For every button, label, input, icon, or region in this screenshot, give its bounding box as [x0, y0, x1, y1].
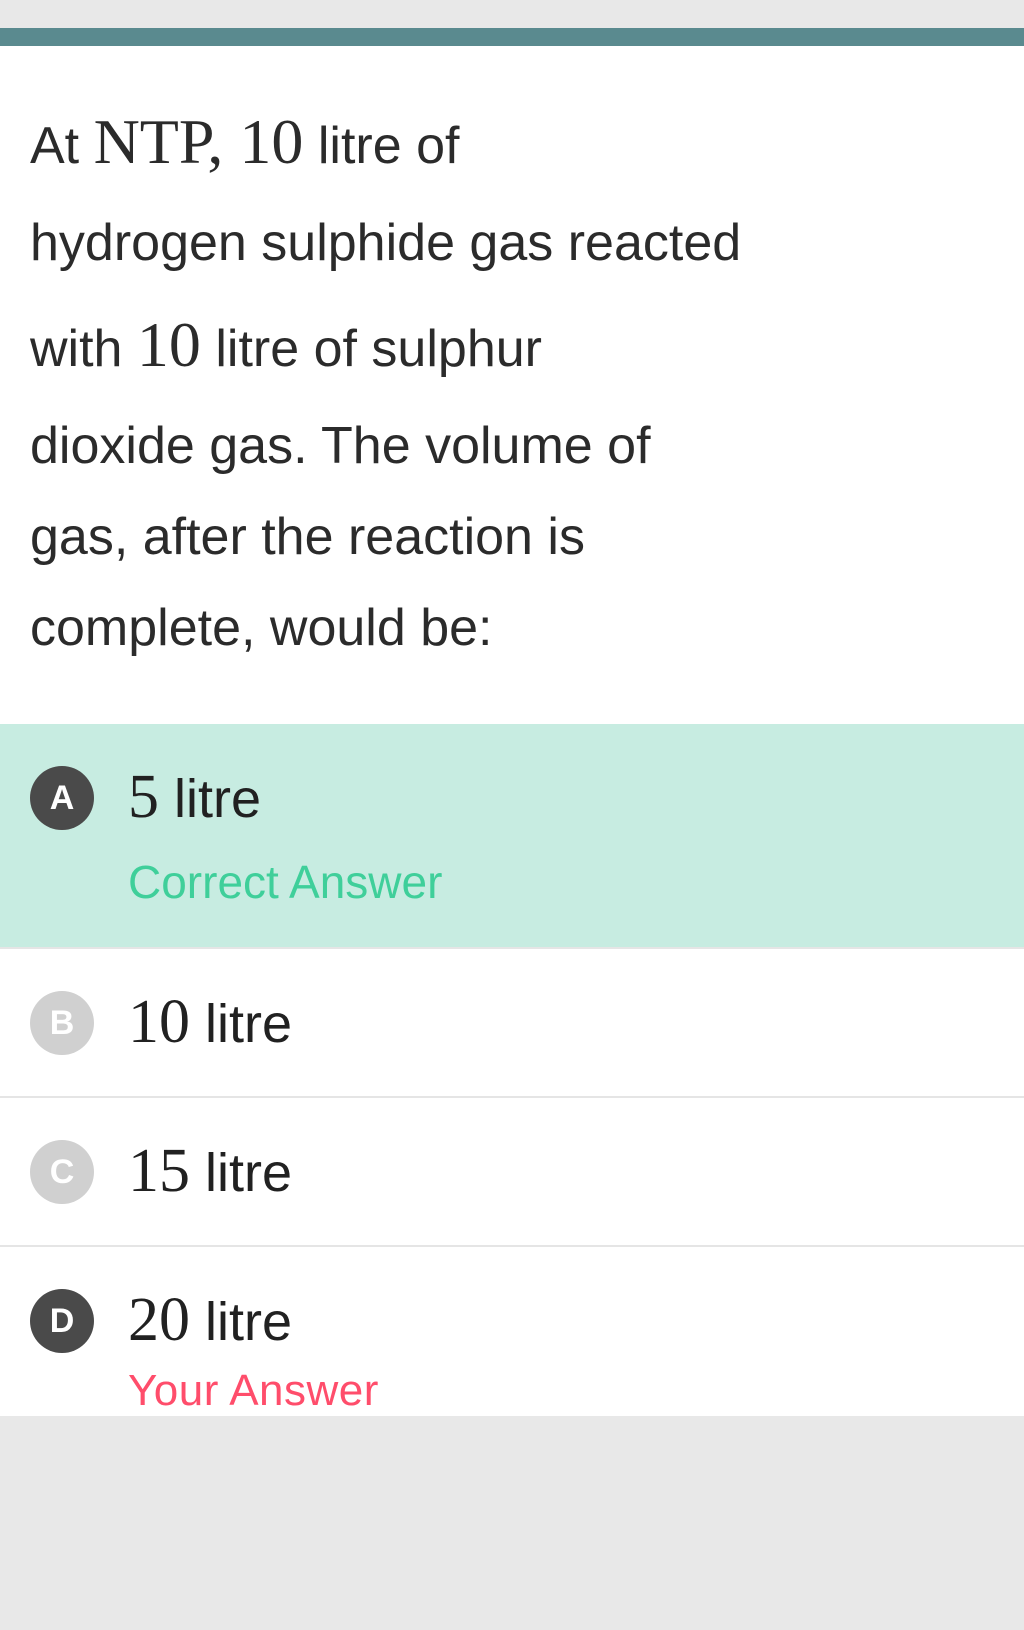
- q-line3-post: litre of sulphur: [201, 320, 542, 378]
- q-line1-ntp: NTP, 10: [94, 106, 304, 177]
- question-block: At NTP, 10 litre of hydrogen sulphide ga…: [0, 46, 1024, 724]
- correct-answer-label: Correct Answer: [128, 855, 442, 909]
- option-c-badge: C: [30, 1140, 94, 1204]
- option-b-body: 10 litre: [128, 987, 292, 1058]
- option-c[interactable]: C 15 litre: [0, 1096, 1024, 1245]
- q-line1-post: litre of: [303, 117, 459, 175]
- option-d-num: 20: [128, 1286, 190, 1354]
- option-a-num: 5: [128, 763, 159, 831]
- option-b-text: 10 litre: [128, 987, 292, 1058]
- q-line1-pre: At: [30, 117, 94, 175]
- option-b-num: 10: [128, 988, 190, 1056]
- q-line4: dioxide gas. The volume of: [30, 417, 651, 475]
- q-line3-num: 10: [137, 309, 201, 380]
- option-c-num: 15: [128, 1137, 190, 1205]
- option-d-body: 20 litre Your Answer: [128, 1285, 379, 1416]
- option-a-text: 5 litre: [128, 762, 442, 833]
- option-c-text: 15 litre: [128, 1136, 292, 1207]
- option-a-body: 5 litre Correct Answer: [128, 762, 442, 909]
- option-c-body: 15 litre: [128, 1136, 292, 1207]
- option-a[interactable]: A 5 litre Correct Answer: [0, 724, 1024, 947]
- top-bar: [0, 28, 1024, 46]
- options-list: A 5 litre Correct Answer B 10 litre C 15…: [0, 724, 1024, 1416]
- option-d-badge: D: [30, 1289, 94, 1353]
- option-b-unit: litre: [190, 994, 292, 1054]
- option-d-unit: litre: [190, 1292, 292, 1352]
- option-a-badge: A: [30, 766, 94, 830]
- q-line6: complete, would be:: [30, 599, 493, 657]
- option-b[interactable]: B 10 litre: [0, 947, 1024, 1096]
- q-line2: hydrogen sulphide gas reacted: [30, 214, 741, 272]
- question-text: At NTP, 10 litre of hydrogen sulphide ga…: [30, 86, 994, 674]
- q-line5: gas, after the reaction is: [30, 508, 585, 566]
- option-d-text: 20 litre: [128, 1285, 379, 1356]
- option-b-badge: B: [30, 991, 94, 1055]
- your-answer-label: Your Answer: [128, 1366, 379, 1416]
- q-line3-pre: with: [30, 320, 137, 378]
- option-a-unit: litre: [159, 769, 261, 829]
- option-c-unit: litre: [190, 1143, 292, 1203]
- option-d[interactable]: D 20 litre Your Answer: [0, 1245, 1024, 1416]
